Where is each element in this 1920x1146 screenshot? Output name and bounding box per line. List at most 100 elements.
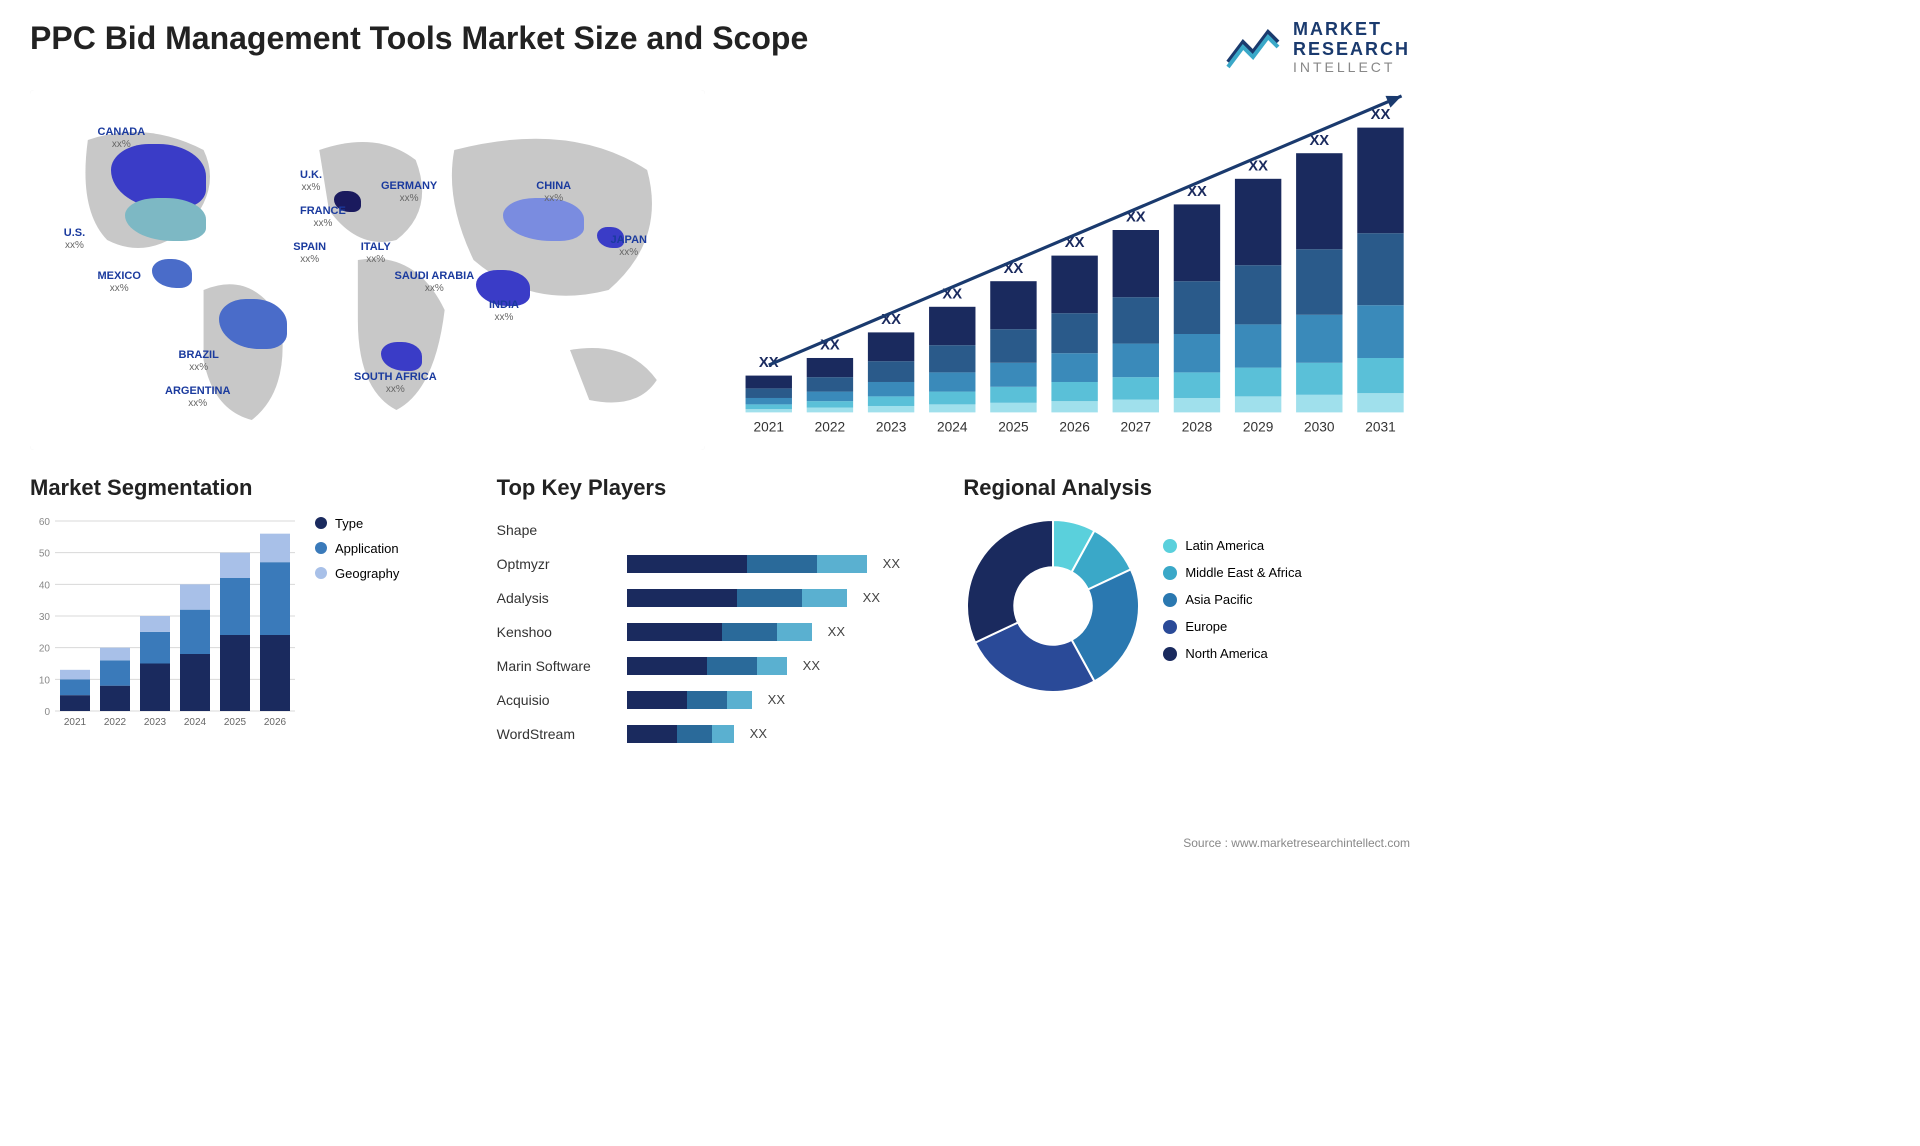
growth-year-label: 2030: [1304, 419, 1335, 434]
map-label: JAPANxx%: [611, 234, 647, 259]
growth-bar-segment: [929, 307, 975, 345]
players-shape-label: Shape: [497, 516, 617, 544]
seg-legend-item: Geography: [315, 566, 399, 581]
player-value: XX: [768, 687, 785, 713]
player-bar-segment: [627, 623, 722, 641]
growth-bar-segment: [868, 361, 914, 382]
seg-year-label: 2026: [264, 717, 287, 728]
legend-dot: [1163, 647, 1177, 661]
seg-bar-segment: [140, 663, 170, 711]
player-bar: [627, 623, 812, 641]
player-name: Kenshoo: [497, 618, 617, 646]
growth-bar-segment: [990, 281, 1036, 329]
legend-label: Geography: [335, 566, 399, 581]
legend-dot: [1163, 539, 1177, 553]
seg-bar-segment: [140, 632, 170, 664]
top-row: CANADAxx%U.S.xx%MEXICOxx%BRAZILxx%ARGENT…: [30, 90, 1410, 450]
growth-bar-segment: [1235, 265, 1281, 324]
growth-year-label: 2022: [815, 419, 845, 434]
player-bar-segment: [747, 555, 817, 573]
legend-dot: [1163, 620, 1177, 634]
growth-bar-segment: [1051, 256, 1097, 314]
seg-ytick: 60: [39, 517, 51, 528]
player-name: WordStream: [497, 720, 617, 748]
logo: MARKET RESEARCH INTELLECT: [1223, 20, 1410, 75]
growth-bar-segment: [990, 363, 1036, 387]
player-name: Marin Software: [497, 652, 617, 680]
growth-bar-segment: [807, 401, 853, 407]
player-bar: [627, 691, 752, 709]
growth-bar-segment: [1357, 358, 1403, 393]
player-row: Marin Software XX: [497, 652, 944, 680]
seg-bar-segment: [100, 660, 130, 685]
regional-legend: Latin America Middle East & Africa Asia Pa…: [1163, 538, 1301, 673]
seg-bar-segment: [220, 553, 250, 578]
legend-label: Asia Pacific: [1185, 592, 1252, 607]
legend-dot: [1163, 593, 1177, 607]
growth-bar-segment: [1051, 401, 1097, 412]
player-row: AcquisioXX: [497, 686, 944, 714]
segmentation-panel: Market Segmentation 01020304050602021202…: [30, 475, 477, 754]
seg-year-label: 2025: [224, 717, 247, 728]
growth-bar-segment: [1113, 400, 1159, 413]
map-label: BRAZILxx%: [179, 349, 219, 374]
seg-bar-segment: [140, 616, 170, 632]
player-row: Kenshoo XX: [497, 618, 944, 646]
growth-bar-segment: [1357, 393, 1403, 412]
growth-year-label: 2028: [1182, 419, 1213, 434]
regional-panel: Regional Analysis Latin AmericaMiddle Ea…: [963, 475, 1410, 754]
growth-bar-segment: [1235, 368, 1281, 397]
growth-year-label: 2029: [1243, 419, 1273, 434]
growth-chart: XX2021XX2022XX2023XX2024XX2025XX2026XX20…: [735, 90, 1410, 450]
growth-bar-segment: [868, 332, 914, 361]
player-bar-segment: [627, 691, 687, 709]
seg-bar-segment: [260, 562, 290, 635]
growth-bar-segment: [1174, 281, 1220, 334]
legend-dot: [315, 567, 327, 579]
player-value: XX: [803, 653, 820, 679]
header: PPC Bid Management Tools Market Size and…: [30, 20, 1410, 75]
growth-bar-segment: [1235, 396, 1281, 412]
player-bar-segment: [817, 555, 867, 573]
map-label: MEXICOxx%: [98, 270, 141, 295]
donut-legend-item: Europe: [1163, 619, 1301, 634]
seg-year-label: 2024: [184, 717, 207, 728]
growth-bar-segment: [1296, 315, 1342, 363]
legend-label: Middle East & Africa: [1185, 565, 1301, 580]
player-value: XX: [828, 619, 845, 645]
legend-label: Latin America: [1185, 538, 1264, 553]
growth-year-label: 2026: [1059, 419, 1090, 434]
growth-bar-segment: [1051, 313, 1097, 353]
growth-bar-segment: [1174, 204, 1220, 281]
growth-chart-svg: XX2021XX2022XX2023XX2024XX2025XX2026XX20…: [735, 90, 1410, 450]
donut-legend-item: North America: [1163, 646, 1301, 661]
player-bar-segment: [777, 623, 812, 641]
growth-bar-segment: [990, 387, 1036, 403]
growth-bar-segment: [1113, 230, 1159, 297]
growth-bar-segment: [1174, 372, 1220, 398]
legend-label: Type: [335, 516, 363, 531]
segmentation-chart: 0102030405060202120222023202420252026: [30, 516, 300, 746]
players-panel: Top Key Players ShapeOptmyzrXXAdalysisXX…: [497, 475, 944, 754]
growth-bar-segment: [1357, 233, 1403, 305]
player-name: Adalysis: [497, 584, 617, 612]
growth-bar-segment: [1357, 128, 1403, 234]
seg-legend-item: Application: [315, 541, 399, 556]
growth-bar-segment: [1296, 249, 1342, 315]
legend-label: Application: [335, 541, 399, 556]
growth-bar-segment: [990, 403, 1036, 413]
growth-bar-segment: [1235, 324, 1281, 367]
map-label: ARGENTINAxx%: [165, 385, 230, 410]
seg-bar-segment: [100, 648, 130, 661]
player-bar: [627, 555, 867, 573]
growth-bar-segment: [746, 388, 792, 398]
logo-text: MARKET RESEARCH INTELLECT: [1293, 20, 1410, 75]
growth-bar-segment: [929, 404, 975, 412]
player-bar-segment: [722, 623, 777, 641]
player-name: Optmyzr: [497, 550, 617, 578]
player-bar-segment: [677, 725, 712, 743]
growth-bar-segment: [929, 392, 975, 405]
growth-bar-segment: [1113, 344, 1159, 378]
donut-legend-item: Latin America: [1163, 538, 1301, 553]
growth-bar-segment: [1174, 398, 1220, 412]
